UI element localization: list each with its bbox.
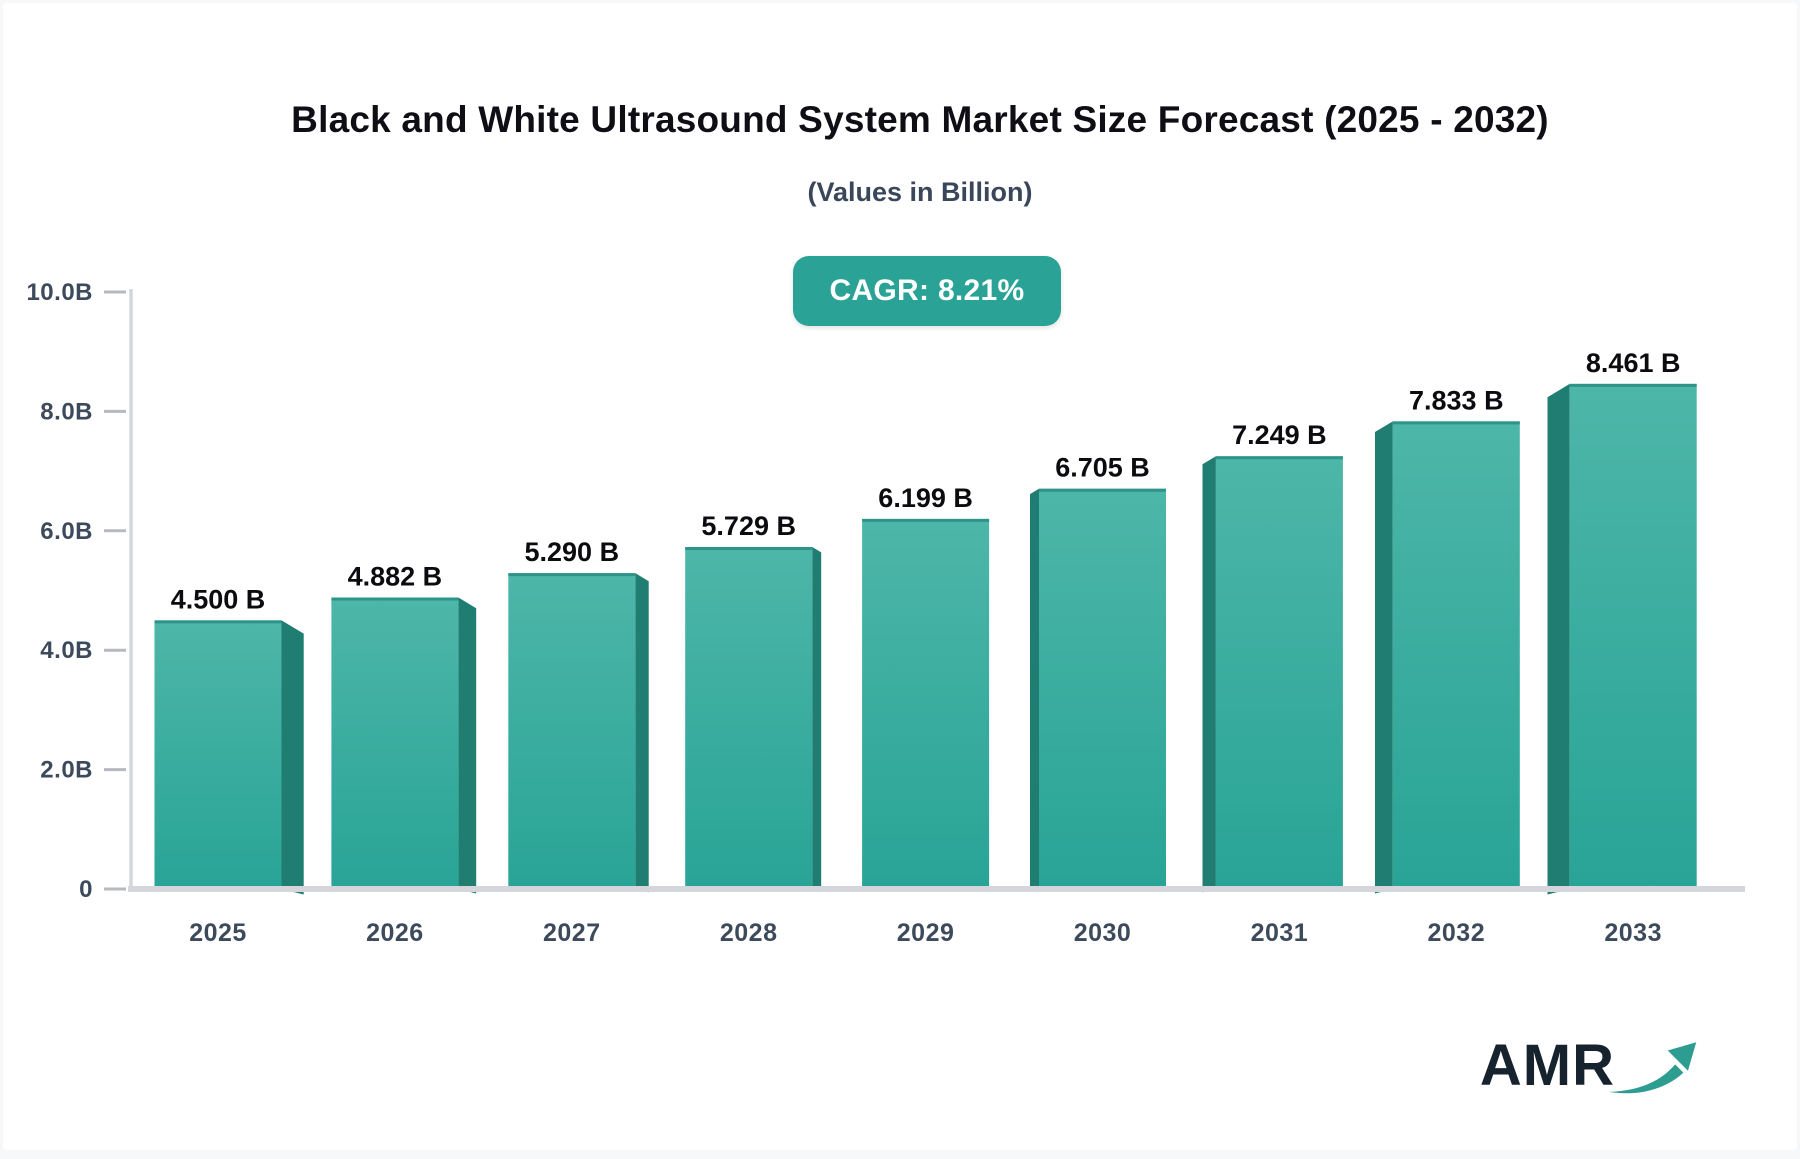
y-tick-label: 10.0B bbox=[26, 279, 93, 306]
bar-value-label: 4.882 B bbox=[348, 562, 443, 592]
bar-front-face bbox=[331, 597, 459, 889]
x-tick-label: 2031 bbox=[1251, 919, 1309, 947]
bar-side-face bbox=[1030, 488, 1039, 892]
bar-value-label: 8.461 B bbox=[1586, 348, 1681, 378]
x-tick-label: 2027 bbox=[543, 919, 601, 947]
x-tick-label: 2029 bbox=[897, 919, 955, 947]
cagr-badge-label: CAGR: 8.21% bbox=[829, 274, 1025, 307]
bar-side-face bbox=[812, 546, 822, 892]
bar-side-face bbox=[635, 573, 649, 893]
bar-side-face bbox=[281, 620, 304, 895]
bar-side-face bbox=[1547, 383, 1570, 895]
bar-value-label: 7.833 B bbox=[1409, 385, 1504, 415]
bar-value-label: 5.290 B bbox=[525, 537, 620, 567]
bar-side-face bbox=[1202, 456, 1216, 893]
chart-card: Black and White Ultrasound System Market… bbox=[3, 3, 1797, 1150]
logo-text: AMR bbox=[1479, 1033, 1615, 1098]
bar-chart: 4.500 B 2025 4.882 B 2026 5.290 B 2027 5.729 B… bbox=[26, 279, 1745, 947]
bar-side-face bbox=[458, 597, 477, 894]
bar-front-face bbox=[1569, 383, 1697, 889]
bar-side-face bbox=[1375, 421, 1393, 894]
x-tick-label: 2026 bbox=[366, 919, 424, 947]
y-tick-label: 0 bbox=[79, 876, 93, 903]
bar-front-face bbox=[1215, 456, 1343, 889]
y-tick-label: 8.0B bbox=[40, 398, 93, 425]
y-tick-label: 4.0B bbox=[40, 637, 93, 664]
labels-layer: 4.500 B 2025 4.882 B 2026 5.290 B 2027 5.729 B… bbox=[26, 279, 1680, 947]
bar-value-label: 7.249 B bbox=[1232, 420, 1327, 450]
axis-layer bbox=[104, 289, 1745, 892]
bar-2026 bbox=[331, 597, 477, 894]
bar-2033 bbox=[1547, 383, 1697, 895]
bar-value-label: 6.705 B bbox=[1055, 453, 1150, 483]
bar-2028 bbox=[685, 546, 822, 892]
x-tick-label: 2033 bbox=[1604, 919, 1662, 947]
bar-2027 bbox=[508, 573, 649, 893]
bar-value-label: 5.729 B bbox=[701, 511, 796, 541]
chart-subtitle: (Values in Billion) bbox=[807, 177, 1033, 207]
y-tick-label: 6.0B bbox=[40, 518, 93, 545]
bar-front-face bbox=[508, 573, 636, 889]
bar-front-face bbox=[1392, 421, 1520, 889]
cagr-badge: CAGR: 8.21% bbox=[793, 256, 1061, 326]
amr-logo: AMR bbox=[1480, 1034, 1699, 1098]
logo-arrow-icon bbox=[1608, 1042, 1697, 1094]
bar-front-face bbox=[154, 620, 282, 889]
bar-2031 bbox=[1202, 456, 1343, 893]
bar-2032 bbox=[1375, 421, 1520, 894]
y-tick-label: 2.0B bbox=[40, 757, 93, 784]
x-tick-label: 2030 bbox=[1074, 919, 1132, 947]
x-tick-label: 2028 bbox=[720, 919, 778, 947]
bar-front-face bbox=[862, 518, 990, 889]
bars-layer bbox=[154, 383, 1697, 895]
bar-value-label: 6.199 B bbox=[878, 483, 973, 513]
x-tick-label: 2032 bbox=[1427, 919, 1485, 947]
bar-2025 bbox=[154, 620, 304, 895]
x-tick-label: 2025 bbox=[189, 919, 247, 947]
bar-2029 bbox=[862, 518, 990, 889]
bar-front-face bbox=[1039, 488, 1166, 889]
chart-title: Black and White Ultrasound System Market… bbox=[291, 99, 1549, 140]
bar-2030 bbox=[1030, 488, 1166, 892]
bar-front-face bbox=[685, 546, 813, 889]
bar-value-label: 4.500 B bbox=[171, 584, 266, 614]
